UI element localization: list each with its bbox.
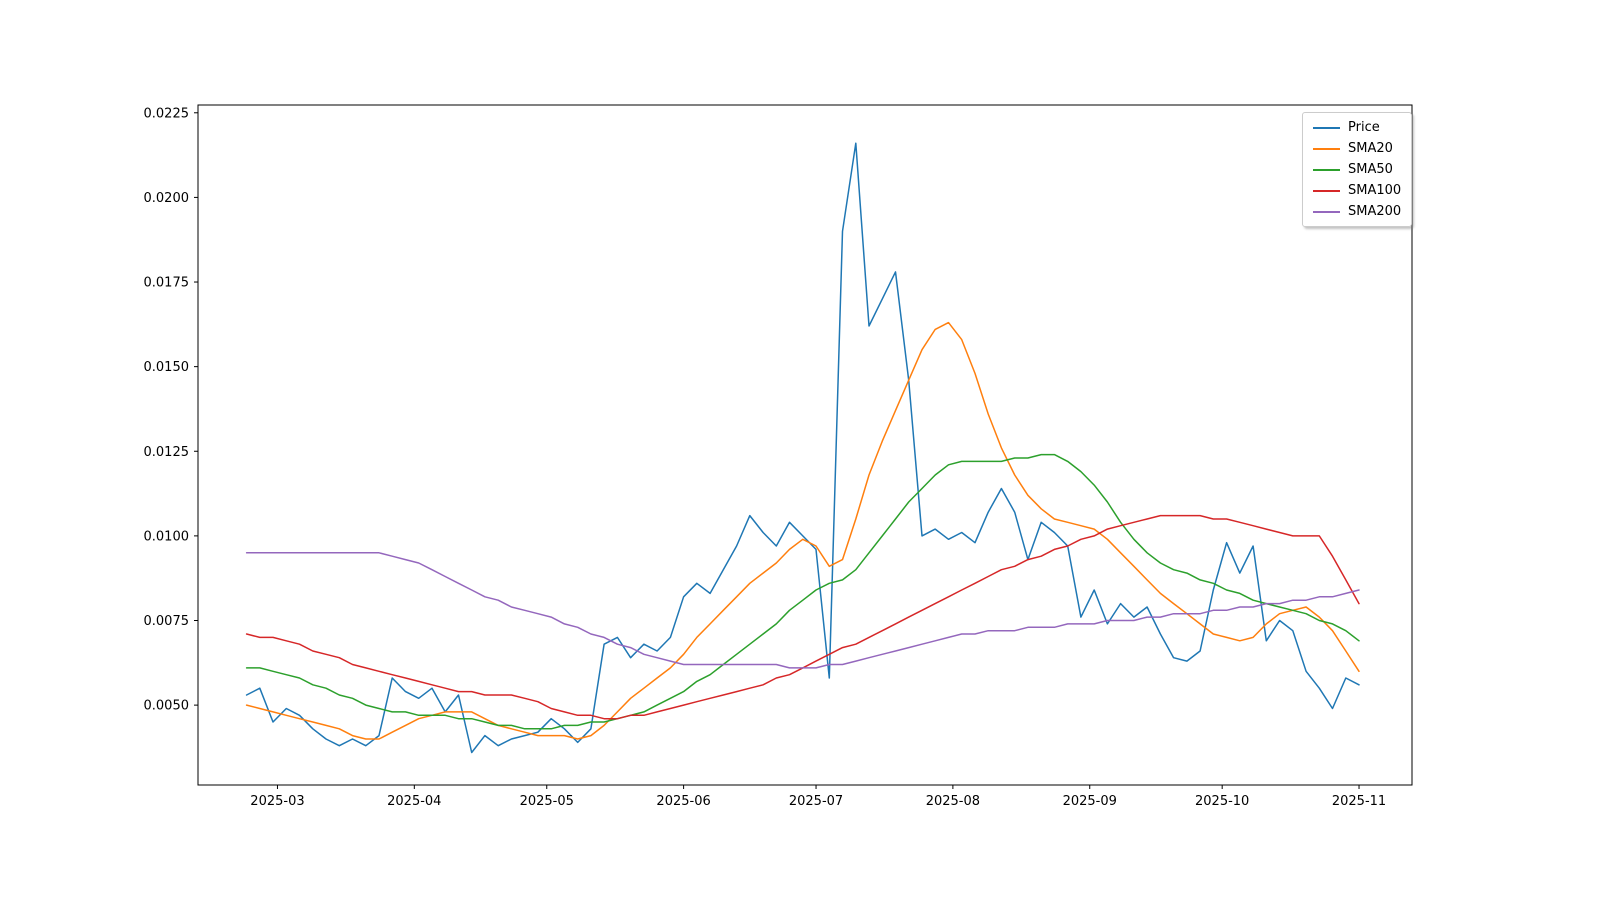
x-tick-label: 2025-03 xyxy=(250,794,304,809)
y-tick-label: 0.0075 xyxy=(144,614,190,629)
legend-entry-sma200: SMA200 xyxy=(1313,204,1401,219)
legend-entry-price: Price xyxy=(1313,120,1401,135)
legend-entry-label: SMA50 xyxy=(1348,162,1393,177)
x-tick-label: 2025-04 xyxy=(387,794,441,809)
y-tick-label: 0.0150 xyxy=(144,360,190,375)
x-tick-label: 2025-09 xyxy=(1063,794,1117,809)
x-tick-label: 2025-10 xyxy=(1195,794,1249,809)
legend: Price SMA20 SMA50 SMA100 SMA200 xyxy=(1302,112,1413,227)
x-tick-label: 2025-11 xyxy=(1332,794,1386,809)
legend-line-swatch xyxy=(1313,126,1340,129)
legend-entry-label: SMA100 xyxy=(1348,183,1402,198)
y-tick-label: 0.0225 xyxy=(144,106,190,121)
legend-entry-label: SMA200 xyxy=(1348,204,1402,219)
legend-entry-sma50: SMA50 xyxy=(1313,162,1401,177)
legend-entry-label: Price xyxy=(1348,120,1380,135)
y-tick-label: 0.0100 xyxy=(144,529,190,544)
legend-line-swatch xyxy=(1313,210,1340,213)
y-tick-label: 0.0200 xyxy=(144,191,190,206)
legend-line-swatch xyxy=(1313,168,1340,171)
x-tick-label: 2025-06 xyxy=(656,794,710,809)
y-tick-label: 0.0125 xyxy=(144,445,190,460)
legend-line-swatch xyxy=(1313,147,1340,150)
legend-line-swatch xyxy=(1313,189,1340,192)
y-tick-label: 0.0050 xyxy=(144,699,190,714)
series-line-sma20 xyxy=(245,321,1360,740)
series-line-sma200 xyxy=(245,552,1360,669)
x-tick-label: 2025-05 xyxy=(520,794,574,809)
plot-border xyxy=(197,104,1413,786)
x-tick-label: 2025-08 xyxy=(926,794,980,809)
x-tick-label: 2025-07 xyxy=(789,794,843,809)
series-line-sma50 xyxy=(245,453,1360,730)
legend-entry-label: SMA20 xyxy=(1348,141,1393,156)
y-tick-label: 0.0175 xyxy=(144,276,190,291)
legend-entry-sma20: SMA20 xyxy=(1313,141,1401,156)
series-line-price xyxy=(245,142,1360,754)
legend-entry-sma100: SMA100 xyxy=(1313,183,1401,198)
